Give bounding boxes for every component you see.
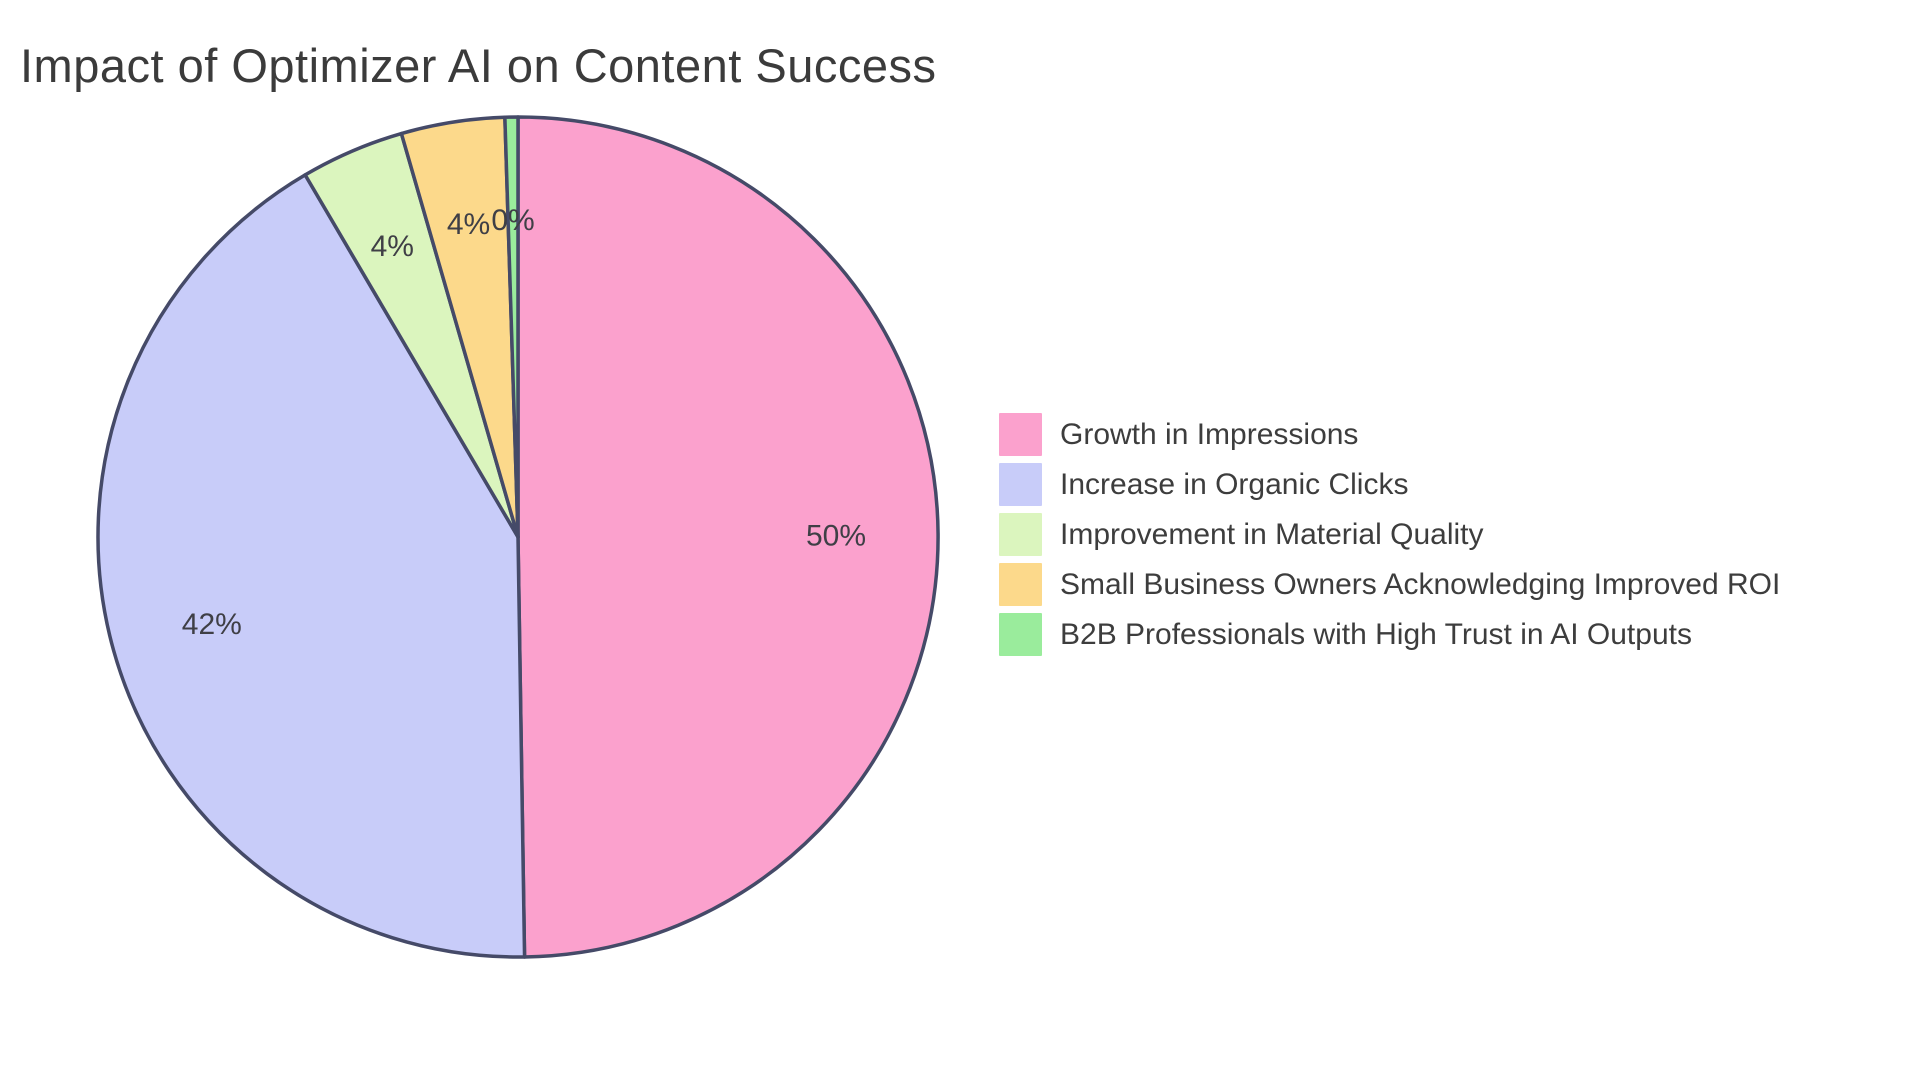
legend-item-4[interactable]: B2B Professionals with High Trust in AI … (999, 613, 1780, 656)
pie-slice-label-2: 4% (371, 230, 414, 263)
legend-label: B2B Professionals with High Trust in AI … (1060, 617, 1692, 651)
pie-slice-label-0: 50% (806, 520, 866, 553)
legend-swatch-icon (999, 463, 1042, 506)
legend-item-3[interactable]: Small Business Owners Acknowledging Impr… (999, 563, 1780, 606)
legend-swatch-icon (999, 563, 1042, 606)
pie-slice-1[interactable] (96, 173, 527, 959)
chart-legend: Growth in Impressions Increase in Organic… (999, 413, 1780, 663)
legend-swatch-icon (999, 413, 1042, 456)
pie-slice-0[interactable] (516, 115, 940, 959)
pie-slice-label-1: 42% (182, 608, 242, 641)
legend-label: Increase in Organic Clicks (1060, 467, 1409, 501)
legend-item-2[interactable]: Improvement in Material Quality (999, 513, 1780, 556)
legend-label: Small Business Owners Acknowledging Impr… (1060, 567, 1781, 601)
legend-label: Growth in Impressions (1060, 417, 1359, 451)
pie-slice-label-4: 0% (491, 204, 534, 237)
pie-slice-label-3: 4% (447, 208, 490, 241)
legend-swatch-icon (999, 613, 1042, 656)
chart-title: Impact of Optimizer AI on Content Succes… (20, 39, 937, 92)
legend-item-0[interactable]: Growth in Impressions (999, 413, 1780, 456)
legend-swatch-icon (999, 513, 1042, 556)
pie-slice-4[interactable] (503, 115, 520, 539)
legend-label: Improvement in Material Quality (1060, 517, 1484, 551)
legend-item-1[interactable]: Increase in Organic Clicks (999, 463, 1780, 506)
